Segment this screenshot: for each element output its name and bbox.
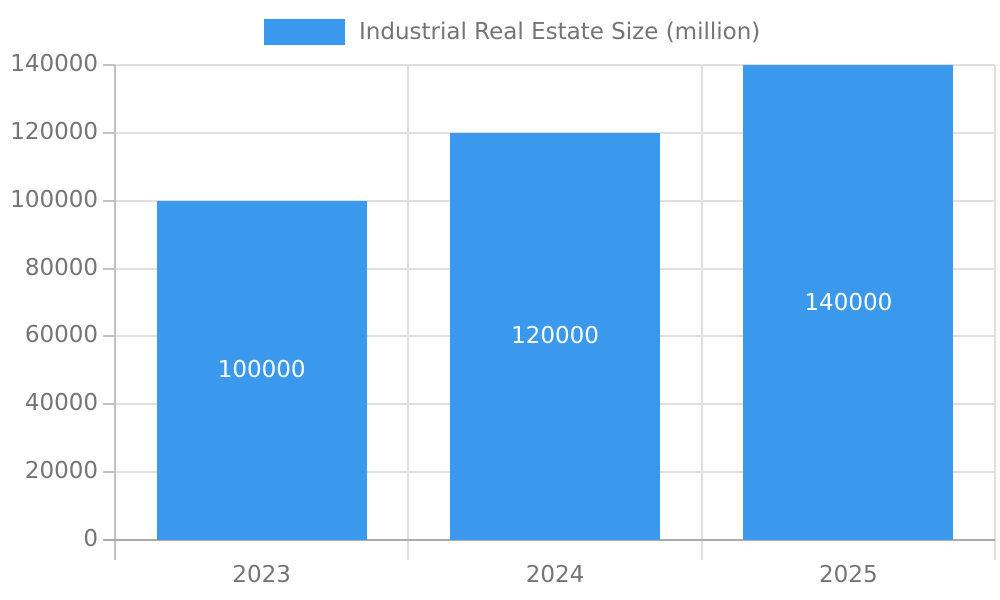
y-axis-tick-mark — [103, 64, 115, 66]
bar[interactable] — [743, 65, 954, 540]
y-axis-tick-label: 140000 — [10, 51, 98, 77]
y-axis-tick-mark — [103, 131, 115, 134]
bar-value-label: 100000 — [217, 357, 306, 384]
x-axis-tick-label: 2025 — [819, 562, 878, 588]
y-axis-tick-label: 80000 — [24, 254, 98, 281]
legend-color-swatch-icon[interactable] — [264, 19, 345, 45]
x-axis-line — [103, 539, 995, 541]
bar-value-label: 120000 — [511, 323, 599, 350]
y-axis-tick-mark — [103, 471, 115, 474]
y-axis-line — [114, 65, 116, 560]
y-axis-tick-label: 0 — [83, 526, 98, 552]
x-axis-tick-label: 2023 — [232, 562, 291, 588]
gridline-horizontal — [115, 64, 995, 66]
y-axis-tick-label: 100000 — [10, 186, 98, 213]
y-axis-tick-mark — [103, 267, 115, 270]
gridline-vertical — [407, 65, 410, 560]
y-axis-tick-mark — [103, 403, 115, 406]
bar-value-label: 140000 — [804, 289, 893, 316]
bar[interactable] — [156, 200, 367, 540]
bar[interactable] — [450, 132, 660, 540]
gridline-vertical — [700, 65, 703, 560]
y-axis-tick-label: 120000 — [10, 118, 98, 145]
y-axis-tick-mark — [103, 335, 115, 338]
gridline-vertical — [994, 65, 996, 560]
y-axis-tick-label: 20000 — [24, 458, 98, 485]
x-axis-tick-label: 2024 — [525, 562, 585, 588]
legend-series-label[interactable]: Industrial Real Estate Size (million) — [359, 19, 761, 45]
y-axis-tick-mark — [103, 199, 115, 202]
y-axis-tick-label: 40000 — [24, 390, 98, 417]
y-axis-tick-label: 60000 — [24, 322, 98, 349]
